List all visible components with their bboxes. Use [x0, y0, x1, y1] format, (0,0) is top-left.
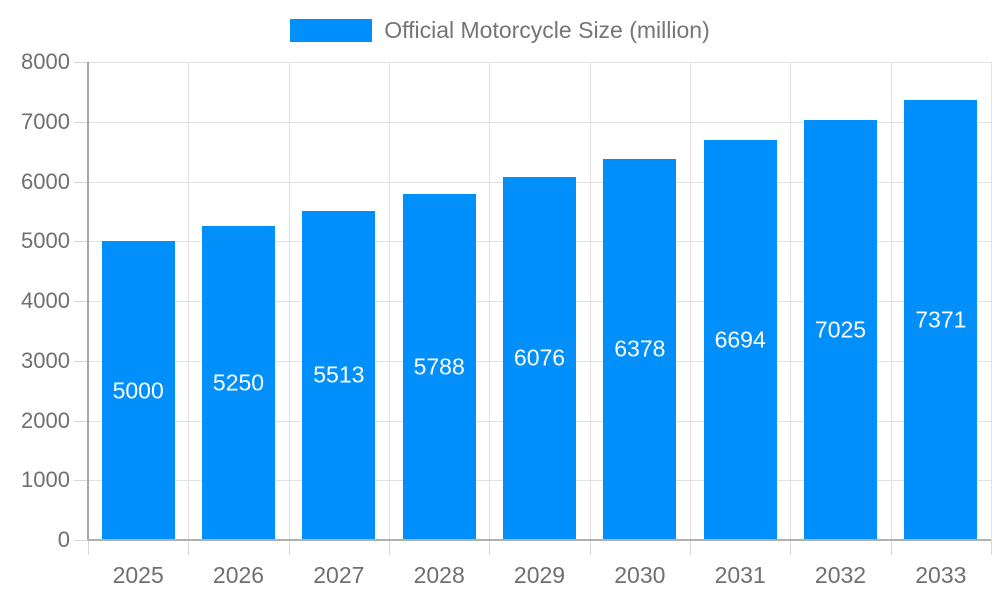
x-axis-tick-label: 2031 — [714, 562, 766, 588]
legend-swatch — [290, 19, 373, 42]
y-axis-tick — [74, 241, 88, 243]
y-axis-tick — [74, 181, 88, 183]
bar[interactable]: 7025 — [804, 120, 877, 540]
x-axis-tick — [389, 540, 390, 555]
gridline-vertical — [890, 62, 892, 540]
y-axis-tick-label: 8000 — [21, 49, 70, 74]
y-axis-tick-label: 0 — [57, 527, 70, 552]
legend: Official Motorcycle Size (million) — [0, 17, 1000, 44]
bar-value-label: 5788 — [413, 353, 465, 380]
y-axis-tick-label: 3000 — [21, 347, 70, 373]
y-axis-tick — [74, 420, 88, 422]
x-axis-tick — [188, 540, 190, 555]
x-axis-tick-label: 2032 — [814, 562, 867, 588]
y-axis-tick-label: 4000 — [21, 288, 70, 313]
gridline-vertical — [188, 62, 190, 540]
x-axis-tick — [991, 540, 992, 555]
bar[interactable]: 6378 — [603, 158, 677, 540]
y-axis-tick — [74, 480, 88, 482]
gridline-vertical — [489, 62, 491, 540]
y-axis-tick — [74, 121, 88, 123]
gridline-vertical — [790, 62, 792, 540]
bar-value-label: 7025 — [814, 316, 867, 343]
bar-value-label: 6378 — [614, 335, 666, 362]
x-axis-tick-label: 2027 — [313, 562, 365, 588]
bar-value-label: 7371 — [915, 306, 967, 333]
bar-value-label: 6076 — [513, 344, 566, 371]
gridline-horizontal — [88, 121, 991, 123]
y-axis-tick — [74, 360, 88, 362]
gridline-vertical — [288, 62, 290, 540]
x-axis-tick — [690, 540, 691, 555]
y-axis-tick — [74, 540, 88, 541]
plot-area: 0 1000 2000 3000 4000 5000 6000 7000 8000 5000 202… — [21, 50, 992, 588]
bar-value-label: 5000 — [112, 377, 164, 404]
legend-label: Official Motorcycle Size (million) — [384, 17, 710, 43]
bar[interactable]: 5000 — [101, 241, 175, 540]
x-axis-tick — [589, 540, 591, 555]
y-axis-tick-label: 6000 — [21, 168, 70, 194]
y-axis-tick — [74, 62, 88, 63]
legend-item[interactable]: Official Motorcycle Size (million) — [290, 17, 710, 44]
y-axis-tick-label: 2000 — [21, 407, 70, 433]
x-axis-tick-label: 2028 — [413, 562, 465, 588]
bar-value-label: 6694 — [714, 326, 766, 353]
x-axis-tick-label: 2030 — [614, 562, 666, 588]
y-axis-tick-label: 1000 — [21, 467, 70, 493]
x-axis-line — [88, 539, 991, 541]
bar[interactable]: 6076 — [503, 176, 576, 540]
bar[interactable]: 5250 — [202, 226, 275, 540]
x-axis-tick — [489, 540, 491, 555]
gridline-vertical — [991, 62, 992, 540]
gridline-horizontal — [88, 62, 991, 63]
bar[interactable]: 5788 — [402, 194, 476, 540]
bar[interactable]: 7371 — [904, 99, 978, 540]
gridline-vertical — [690, 62, 691, 540]
x-axis-tick-label: 2026 — [212, 562, 265, 588]
x-axis-tick — [288, 540, 290, 555]
bar[interactable]: 5513 — [302, 210, 376, 540]
bar-value-label: 5250 — [212, 369, 265, 396]
x-axis-tick — [88, 540, 89, 555]
x-axis-tick-label: 2029 — [513, 562, 566, 588]
bar[interactable]: 6694 — [703, 140, 777, 540]
gridline-vertical — [389, 62, 390, 540]
bar-value-label: 5513 — [313, 361, 365, 388]
x-axis-tick — [890, 540, 892, 555]
x-axis-tick — [790, 540, 792, 555]
y-axis-line — [87, 62, 89, 540]
gridline-vertical — [589, 62, 591, 540]
x-axis-tick-label: 2025 — [112, 562, 164, 588]
y-axis-tick-label: 5000 — [21, 228, 70, 254]
y-axis-tick-label: 7000 — [21, 108, 70, 134]
y-axis-tick — [74, 301, 88, 302]
x-axis-tick-label: 2033 — [915, 562, 967, 588]
